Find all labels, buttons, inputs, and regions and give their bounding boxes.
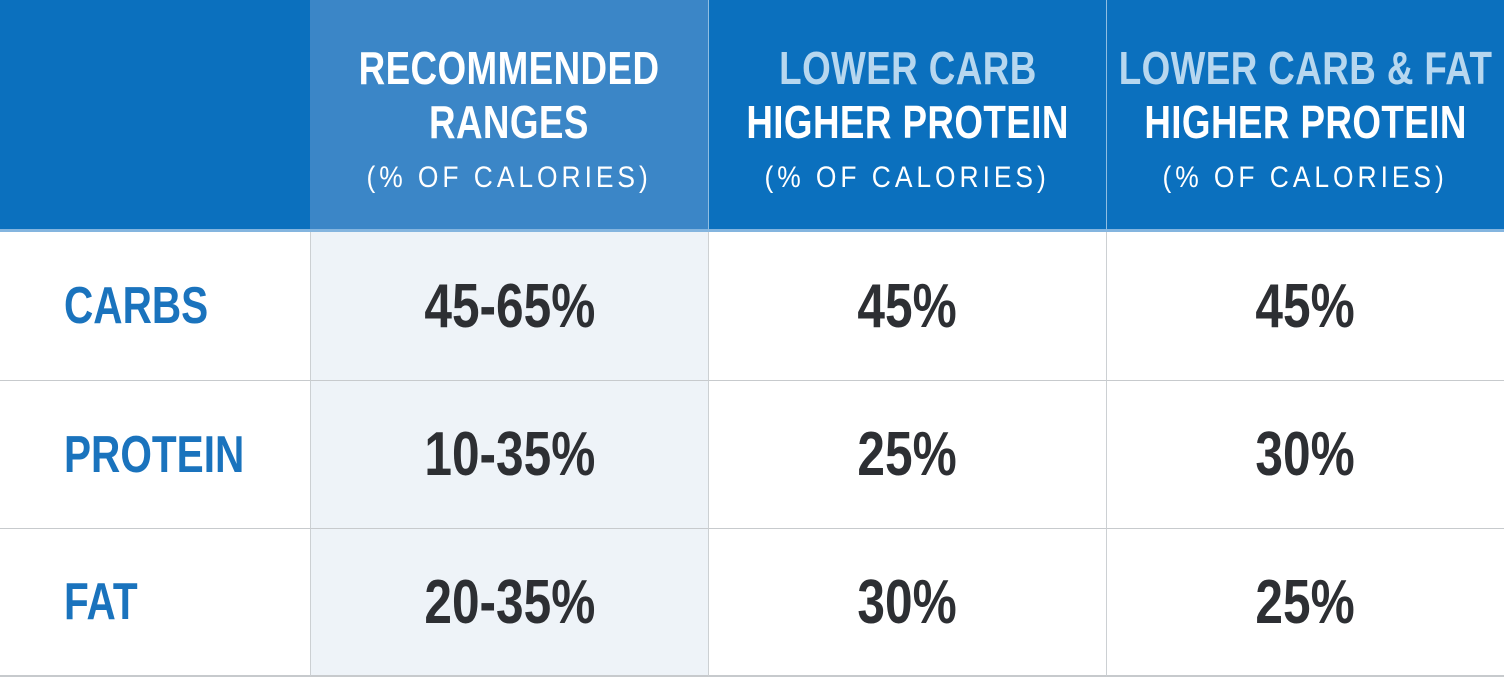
cell-fat-lower-carb: 30%: [708, 528, 1106, 677]
cell-value: 20-35%: [424, 567, 595, 637]
row-label-cell-protein: PROTEIN: [0, 380, 310, 528]
cell-carbs-lower-carb: 45%: [708, 232, 1106, 380]
cell-value: 25%: [1255, 567, 1356, 637]
cell-fat-recommended: 20-35%: [310, 528, 708, 677]
header-subtitle: (% OF CALORIES): [1162, 160, 1449, 194]
header-title-line1: LOWER CARB & FAT: [1118, 41, 1493, 94]
cell-value: 25%: [857, 420, 958, 489]
header-title-line2: HIGHER PROTEIN: [746, 95, 1069, 148]
header-cell-recommended-ranges: RECOMMENDED RANGES (% OF CALORIES): [310, 0, 708, 232]
row-label-cell-carbs: CARBS: [0, 232, 310, 380]
cell-value: 45%: [857, 271, 958, 341]
header-title-line1: LOWER CARB: [778, 41, 1037, 94]
header-title-line2: HIGHER PROTEIN: [1144, 95, 1467, 148]
header-subtitle: (% OF CALORIES): [366, 160, 652, 194]
header-cell-lower-carb-fat: LOWER CARB & FAT HIGHER PROTEIN (% OF CA…: [1106, 0, 1504, 232]
cell-value: 45-65%: [424, 271, 595, 341]
cell-carbs-lower-carb-fat: 45%: [1106, 232, 1504, 380]
header-title-line2: RANGES: [429, 95, 589, 148]
row-label-cell-fat: FAT: [0, 528, 310, 677]
cell-protein-lower-carb: 25%: [708, 380, 1106, 528]
cell-protein-recommended: 10-35%: [310, 380, 708, 528]
cell-protein-lower-carb-fat: 30%: [1106, 380, 1504, 528]
cell-value: 10-35%: [424, 420, 595, 489]
cell-value: 30%: [857, 567, 958, 637]
cell-fat-lower-carb-fat: 25%: [1106, 528, 1504, 677]
header-cell-lower-carb: LOWER CARB HIGHER PROTEIN (% OF CALORIES…: [708, 0, 1106, 232]
row-label: CARBS: [64, 277, 209, 335]
cell-carbs-recommended: 45-65%: [310, 232, 708, 380]
header-subtitle: (% OF CALORIES): [764, 160, 1051, 194]
cell-value: 45%: [1255, 271, 1356, 341]
row-label: FAT: [64, 573, 138, 631]
cell-value: 30%: [1255, 420, 1356, 489]
row-label: PROTEIN: [64, 425, 245, 484]
header-title-line1: RECOMMENDED: [358, 41, 660, 94]
header-cell-empty: [0, 0, 310, 232]
